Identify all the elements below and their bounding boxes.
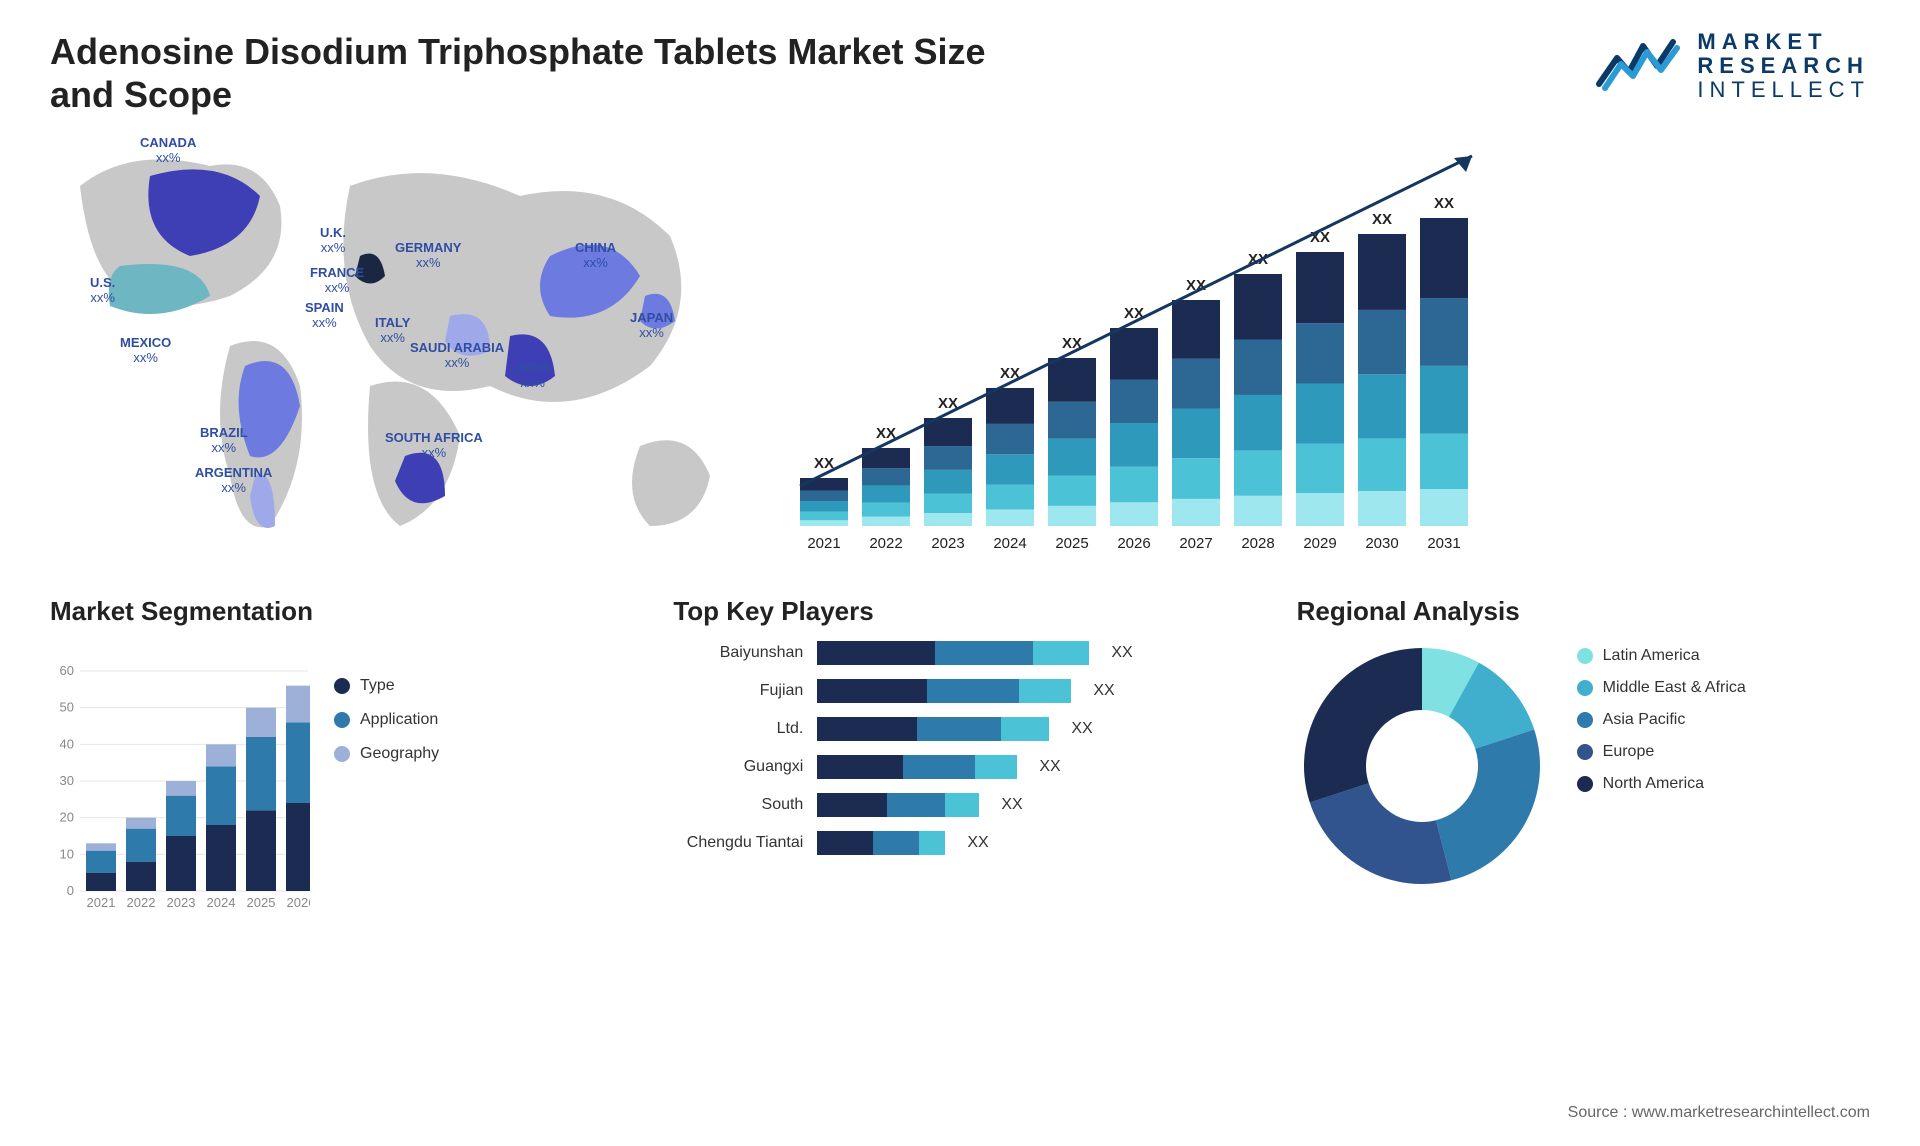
map-label: INDIAxx% bbox=[515, 361, 550, 390]
svg-text:2026: 2026 bbox=[287, 895, 310, 910]
player-value: XX bbox=[1093, 682, 1114, 700]
svg-text:2022: 2022 bbox=[869, 535, 902, 552]
map-label: FRANCExx% bbox=[310, 266, 364, 295]
players-panel: Top Key Players BaiyunshanXXFujianXXLtd.… bbox=[673, 596, 1246, 911]
player-row: Chengdu Tiantai XX bbox=[673, 831, 1246, 855]
player-value: XX bbox=[1039, 758, 1060, 776]
svg-text:20: 20 bbox=[60, 810, 74, 825]
player-value: XX bbox=[1111, 644, 1132, 662]
player-name: South bbox=[673, 796, 803, 814]
svg-text:40: 40 bbox=[60, 737, 74, 752]
map-label: U.K.xx% bbox=[320, 226, 346, 255]
player-value: XX bbox=[1071, 720, 1092, 738]
legend-item: North America bbox=[1577, 775, 1746, 793]
svg-text:2023: 2023 bbox=[167, 895, 196, 910]
svg-text:2026: 2026 bbox=[1117, 535, 1150, 552]
segmentation-title: Market Segmentation bbox=[50, 596, 623, 627]
map-label: ARGENTINAxx% bbox=[195, 466, 272, 495]
regional-donut-chart bbox=[1297, 641, 1547, 891]
map-label: U.S.xx% bbox=[90, 276, 115, 305]
player-name: Baiyunshan bbox=[673, 644, 803, 662]
source-attribution: Source : www.marketresearchintellect.com bbox=[1568, 1104, 1870, 1122]
svg-text:XX: XX bbox=[1372, 211, 1392, 228]
svg-text:2031: 2031 bbox=[1427, 535, 1460, 552]
legend-item: Geography bbox=[334, 745, 439, 763]
regional-panel: Regional Analysis Latin America Middle Ea… bbox=[1297, 596, 1870, 911]
logo-text: MARKET RESEARCH INTELLECT bbox=[1697, 30, 1870, 103]
legend-item: Europe bbox=[1577, 743, 1746, 761]
player-bar bbox=[817, 831, 945, 855]
legend-item: Middle East & Africa bbox=[1577, 679, 1746, 697]
svg-text:2024: 2024 bbox=[993, 535, 1026, 552]
svg-text:XX: XX bbox=[1434, 195, 1454, 212]
player-bar bbox=[817, 793, 979, 817]
legend-item: Asia Pacific bbox=[1577, 711, 1746, 729]
map-label: CANADAxx% bbox=[140, 136, 196, 165]
player-value: XX bbox=[967, 834, 988, 852]
player-row: South XX bbox=[673, 793, 1246, 817]
player-bar bbox=[817, 641, 1089, 665]
svg-text:2028: 2028 bbox=[1241, 535, 1274, 552]
player-value: XX bbox=[1001, 796, 1022, 814]
map-label: MEXICOxx% bbox=[120, 336, 171, 365]
map-label: ITALYxx% bbox=[375, 316, 410, 345]
map-label: BRAZILxx% bbox=[200, 426, 248, 455]
player-row: Baiyunshan XX bbox=[673, 641, 1246, 665]
legend-item: Latin America bbox=[1577, 647, 1746, 665]
segmentation-panel: Market Segmentation 0 10 20 30 40 50 60 2021 202… bbox=[50, 596, 623, 911]
svg-text:10: 10 bbox=[60, 847, 74, 862]
svg-text:2021: 2021 bbox=[87, 895, 116, 910]
svg-text:2022: 2022 bbox=[127, 895, 156, 910]
map-label: SPAINxx% bbox=[305, 301, 344, 330]
svg-text:0: 0 bbox=[67, 883, 74, 898]
segmentation-legend: Type Application Geography bbox=[334, 641, 439, 911]
logo-mark-icon bbox=[1595, 34, 1685, 99]
player-bar bbox=[817, 717, 1049, 741]
brand-logo: MARKET RESEARCH INTELLECT bbox=[1595, 30, 1870, 103]
legend-item: Application bbox=[334, 711, 439, 729]
map-label: JAPANxx% bbox=[630, 311, 673, 340]
svg-text:60: 60 bbox=[60, 663, 74, 678]
svg-text:2024: 2024 bbox=[207, 895, 236, 910]
map-label: SOUTH AFRICAxx% bbox=[385, 431, 483, 460]
regional-legend: Latin America Middle East & Africa Asia Pa… bbox=[1577, 641, 1746, 793]
svg-text:2027: 2027 bbox=[1179, 535, 1212, 552]
map-label: CHINAxx% bbox=[575, 241, 616, 270]
player-name: Guangxi bbox=[673, 758, 803, 776]
svg-text:2025: 2025 bbox=[247, 895, 276, 910]
svg-text:2029: 2029 bbox=[1303, 535, 1336, 552]
player-row: Fujian XX bbox=[673, 679, 1246, 703]
page-title: Adenosine Disodium Triphosphate Tablets … bbox=[50, 30, 1050, 116]
segmentation-chart: 0 10 20 30 40 50 60 2021 2022 2023 2024 2025 2026 bbox=[50, 641, 310, 911]
map-label: SAUDI ARABIAxx% bbox=[410, 341, 504, 370]
player-bar bbox=[817, 679, 1071, 703]
player-name: Chengdu Tiantai bbox=[673, 834, 803, 852]
players-title: Top Key Players bbox=[673, 596, 1246, 627]
svg-text:2023: 2023 bbox=[931, 535, 964, 552]
svg-text:50: 50 bbox=[60, 700, 74, 715]
svg-text:2025: 2025 bbox=[1055, 535, 1088, 552]
player-row: Ltd. XX bbox=[673, 717, 1246, 741]
legend-item: Type bbox=[334, 677, 439, 695]
player-name: Ltd. bbox=[673, 720, 803, 738]
world-map: CANADAxx% U.S.xx% MEXICOxx% BRAZILxx% ARGENT… bbox=[50, 126, 740, 556]
map-label: GERMANYxx% bbox=[395, 241, 461, 270]
player-row: Guangxi XX bbox=[673, 755, 1246, 779]
player-bar bbox=[817, 755, 1017, 779]
growth-bar-chart: XX2021XX2022XX2023XX2024XX2025XX2026XX20… bbox=[780, 126, 1870, 556]
svg-text:2030: 2030 bbox=[1365, 535, 1398, 552]
svg-text:2021: 2021 bbox=[807, 535, 840, 552]
regional-title: Regional Analysis bbox=[1297, 596, 1870, 627]
players-chart: BaiyunshanXXFujianXXLtd.XXGuangxiXXSouth… bbox=[673, 641, 1246, 855]
svg-text:30: 30 bbox=[60, 773, 74, 788]
player-name: Fujian bbox=[673, 682, 803, 700]
